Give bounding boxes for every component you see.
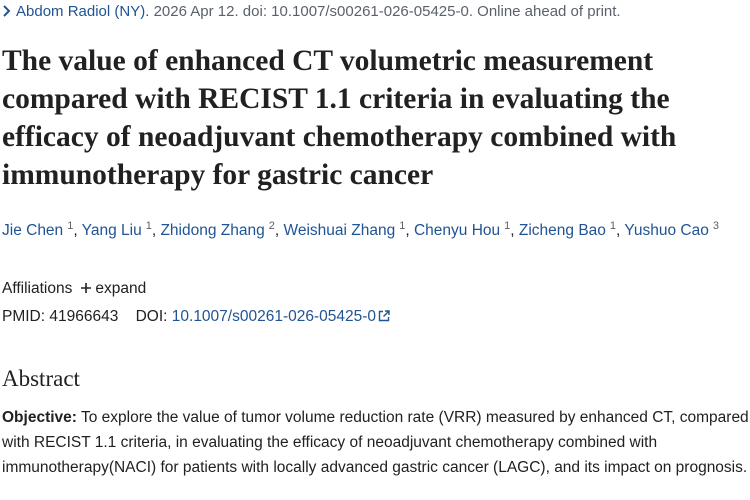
author-link[interactable]: Zhidong Zhang: [160, 222, 265, 239]
affiliation-number: 2: [268, 220, 275, 232]
affiliation-number: 1: [609, 220, 617, 232]
affiliation-number: 1: [67, 220, 74, 232]
affiliations-label: Affiliations: [2, 280, 73, 297]
abstract-objective: Objective: To explore the value of tumor…: [2, 405, 750, 480]
plus-icon: [81, 283, 92, 293]
pmid-label: PMID:: [2, 308, 46, 325]
author-link[interactable]: Chenyu Hou: [413, 222, 501, 239]
abstract-heading: Abstract: [2, 366, 80, 391]
author-link[interactable]: Jie Chen: [2, 222, 64, 239]
affiliation-number: 1: [504, 220, 511, 232]
author-separator: ,: [510, 222, 515, 239]
external-link-icon: [378, 310, 390, 322]
identifiers: PMID: 41966643 DOI: 10.1007/s00261-026-0…: [2, 308, 390, 326]
doi-link[interactable]: 10.1007/s00261-026-05425-0: [171, 308, 377, 325]
author: Yushuo Cao 3: [624, 220, 719, 239]
author-separator: ,: [274, 222, 280, 239]
expand-toggle[interactable]: expand: [95, 280, 147, 297]
author-separator: ,: [151, 222, 157, 239]
author-link[interactable]: Weishuai Zhang: [283, 222, 396, 239]
chevron-icon: [3, 5, 11, 17]
objective-text: To explore the value of tumor volume red…: [2, 409, 749, 476]
affiliation-number: 3: [712, 220, 719, 232]
author-separator: ,: [616, 222, 621, 239]
author-list: Jie Chen 1, Yang Liu 1, Zhidong Zhang 2, We…: [2, 214, 742, 243]
journal-link[interactable]: Abdom Radiol (NY).: [16, 3, 150, 20]
affiliation-number: 1: [399, 220, 406, 232]
author-link[interactable]: Yang Liu: [81, 222, 142, 239]
author-separator: ,: [405, 222, 410, 239]
author-separator: ,: [73, 222, 78, 239]
citation: Abdom Radiol (NY). 2026 Apr 12. doi: 10.…: [2, 3, 621, 20]
author-link[interactable]: Yushuo Cao: [624, 222, 709, 239]
author-link[interactable]: Zicheng Bao: [518, 222, 606, 239]
article-title: The value of enhanced CT volumetric meas…: [2, 45, 677, 191]
affiliations: Affiliations expand: [2, 280, 146, 298]
affiliation-number: 1: [145, 220, 152, 232]
author: Chenyu Hou 1,: [413, 220, 515, 239]
author: Jie Chen 1,: [2, 220, 78, 239]
objective-label: Objective:: [2, 409, 77, 426]
pmid: 41966643: [49, 308, 119, 325]
author: Zicheng Bao 1,: [518, 220, 621, 239]
author: Zhidong Zhang 2,: [160, 220, 280, 239]
citation-details: 2026 Apr 12. doi: 10.1007/s00261-026-054…: [153, 3, 621, 20]
author: Yang Liu 1,: [81, 220, 157, 239]
doi-label: DOI:: [135, 308, 168, 325]
author: Weishuai Zhang 1,: [283, 220, 410, 239]
